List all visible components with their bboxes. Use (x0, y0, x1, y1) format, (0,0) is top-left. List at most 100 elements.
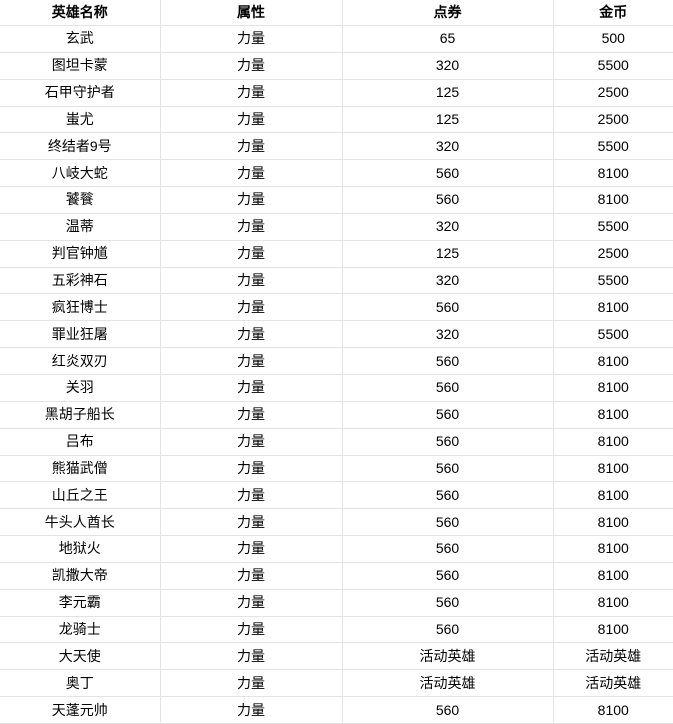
hero-name-cell: 吕布 (0, 428, 161, 456)
table-row: 疯狂博士 力量 560 8100 (0, 293, 673, 322)
hero-name-cell: 八岐大蛇 (0, 159, 161, 188)
points-cell: 活动英雄 (342, 642, 554, 671)
points-cell: 320 (342, 52, 554, 80)
attribute-cell: 力量 (160, 347, 343, 375)
table-row: 玄武 力量 65 500 (0, 25, 673, 53)
gold-cell: 8100 (553, 159, 673, 188)
table-row: 天蓬元帅 力量 560 8100 (0, 696, 673, 724)
gold-cell: 2500 (553, 240, 673, 268)
attribute-cell: 力量 (160, 455, 343, 483)
header-row: 英雄名称 属性 点券 金币 (0, 0, 673, 26)
gold-cell: 活动英雄 (553, 669, 673, 698)
table-row: 奥丁 力量 活动英雄 活动英雄 (0, 669, 673, 698)
gold-cell: 8100 (553, 374, 673, 402)
hero-name-cell: 奥丁 (0, 669, 161, 698)
hero-name-cell: 图坦卡蒙 (0, 52, 161, 80)
attribute-cell: 力量 (160, 642, 343, 671)
table-row: 罪业狂屠 力量 320 5500 (0, 320, 673, 349)
hero-name-cell: 关羽 (0, 374, 161, 402)
attribute-cell: 力量 (160, 186, 343, 214)
table-row: 牛头人酋长 力量 560 8100 (0, 508, 673, 537)
points-cell: 560 (342, 374, 554, 402)
gold-cell: 8100 (553, 696, 673, 724)
attribute-cell: 力量 (160, 508, 343, 537)
attribute-cell: 力量 (160, 267, 343, 295)
table-row: 地狱火 力量 560 8100 (0, 535, 673, 563)
gold-cell: 8100 (553, 481, 673, 510)
table-row: 蚩尤 力量 125 2500 (0, 106, 673, 134)
table-row: 熊猫武僧 力量 560 8100 (0, 455, 673, 483)
table-row: 八岐大蛇 力量 560 8100 (0, 159, 673, 188)
table-row: 终结者9号 力量 320 5500 (0, 132, 673, 161)
hero-name-cell: 判官钟馗 (0, 240, 161, 268)
gold-cell: 8100 (553, 186, 673, 214)
table-row: 大天使 力量 活动英雄 活动英雄 (0, 642, 673, 671)
attribute-cell: 力量 (160, 428, 343, 456)
gold-cell: 8100 (553, 401, 673, 429)
column-header-gold: 金币 (553, 0, 673, 26)
hero-name-cell: 蚩尤 (0, 106, 161, 134)
attribute-cell: 力量 (160, 696, 343, 724)
hero-name-cell: 饕餮 (0, 186, 161, 214)
table-row: 山丘之王 力量 560 8100 (0, 481, 673, 510)
gold-cell: 8100 (553, 293, 673, 322)
attribute-cell: 力量 (160, 52, 343, 80)
attribute-cell: 力量 (160, 159, 343, 188)
table-row: 温蒂 力量 320 5500 (0, 213, 673, 241)
column-header-points: 点券 (342, 0, 554, 26)
gold-cell: 8100 (553, 508, 673, 537)
table-body: 玄武 力量 65 500 图坦卡蒙 力量 320 5500 石甲守护者 力量 125 2500 蚩尤 力量… (0, 25, 673, 724)
hero-name-cell: 红炎双刃 (0, 347, 161, 375)
points-cell: 560 (342, 159, 554, 188)
points-cell: 320 (342, 267, 554, 295)
table-row: 红炎双刃 力量 560 8100 (0, 347, 673, 375)
attribute-cell: 力量 (160, 616, 343, 644)
points-cell: 320 (342, 213, 554, 241)
points-cell: 560 (342, 186, 554, 214)
hero-name-cell: 终结者9号 (0, 132, 161, 161)
column-header-attribute: 属性 (160, 0, 343, 26)
gold-cell: 5500 (553, 267, 673, 295)
points-cell: 560 (342, 401, 554, 429)
attribute-cell: 力量 (160, 401, 343, 429)
gold-cell: 2500 (553, 106, 673, 134)
hero-name-cell: 温蒂 (0, 213, 161, 241)
gold-cell: 5500 (553, 320, 673, 349)
attribute-cell: 力量 (160, 240, 343, 268)
points-cell: 560 (342, 347, 554, 375)
table-row: 龙骑士 力量 560 8100 (0, 616, 673, 644)
table-row: 黑胡子船长 力量 560 8100 (0, 401, 673, 429)
points-cell: 560 (342, 562, 554, 590)
attribute-cell: 力量 (160, 320, 343, 349)
table-row: 饕餮 力量 560 8100 (0, 186, 673, 214)
table-row: 石甲守护者 力量 125 2500 (0, 79, 673, 107)
points-cell: 560 (342, 455, 554, 483)
attribute-cell: 力量 (160, 132, 343, 161)
table-row: 图坦卡蒙 力量 320 5500 (0, 52, 673, 80)
hero-name-cell: 天蓬元帅 (0, 696, 161, 724)
points-cell: 560 (342, 481, 554, 510)
table-row: 吕布 力量 560 8100 (0, 428, 673, 456)
gold-cell: 8100 (553, 428, 673, 456)
gold-cell: 8100 (553, 589, 673, 617)
attribute-cell: 力量 (160, 213, 343, 241)
attribute-cell: 力量 (160, 589, 343, 617)
attribute-cell: 力量 (160, 79, 343, 107)
points-cell: 560 (342, 616, 554, 644)
hero-name-cell: 李元霸 (0, 589, 161, 617)
column-header-hero-name: 英雄名称 (0, 0, 161, 26)
hero-name-cell: 五彩神石 (0, 267, 161, 295)
points-cell: 320 (342, 132, 554, 161)
hero-name-cell: 大天使 (0, 642, 161, 671)
hero-name-cell: 山丘之王 (0, 481, 161, 510)
hero-name-cell: 黑胡子船长 (0, 401, 161, 429)
hero-name-cell: 石甲守护者 (0, 79, 161, 107)
table-row: 判官钟馗 力量 125 2500 (0, 240, 673, 268)
points-cell: 560 (342, 696, 554, 724)
hero-name-cell: 罪业狂屠 (0, 320, 161, 349)
hero-name-cell: 牛头人酋长 (0, 508, 161, 537)
points-cell: 活动英雄 (342, 669, 554, 698)
table-row: 李元霸 力量 560 8100 (0, 589, 673, 617)
hero-name-cell: 玄武 (0, 25, 161, 53)
